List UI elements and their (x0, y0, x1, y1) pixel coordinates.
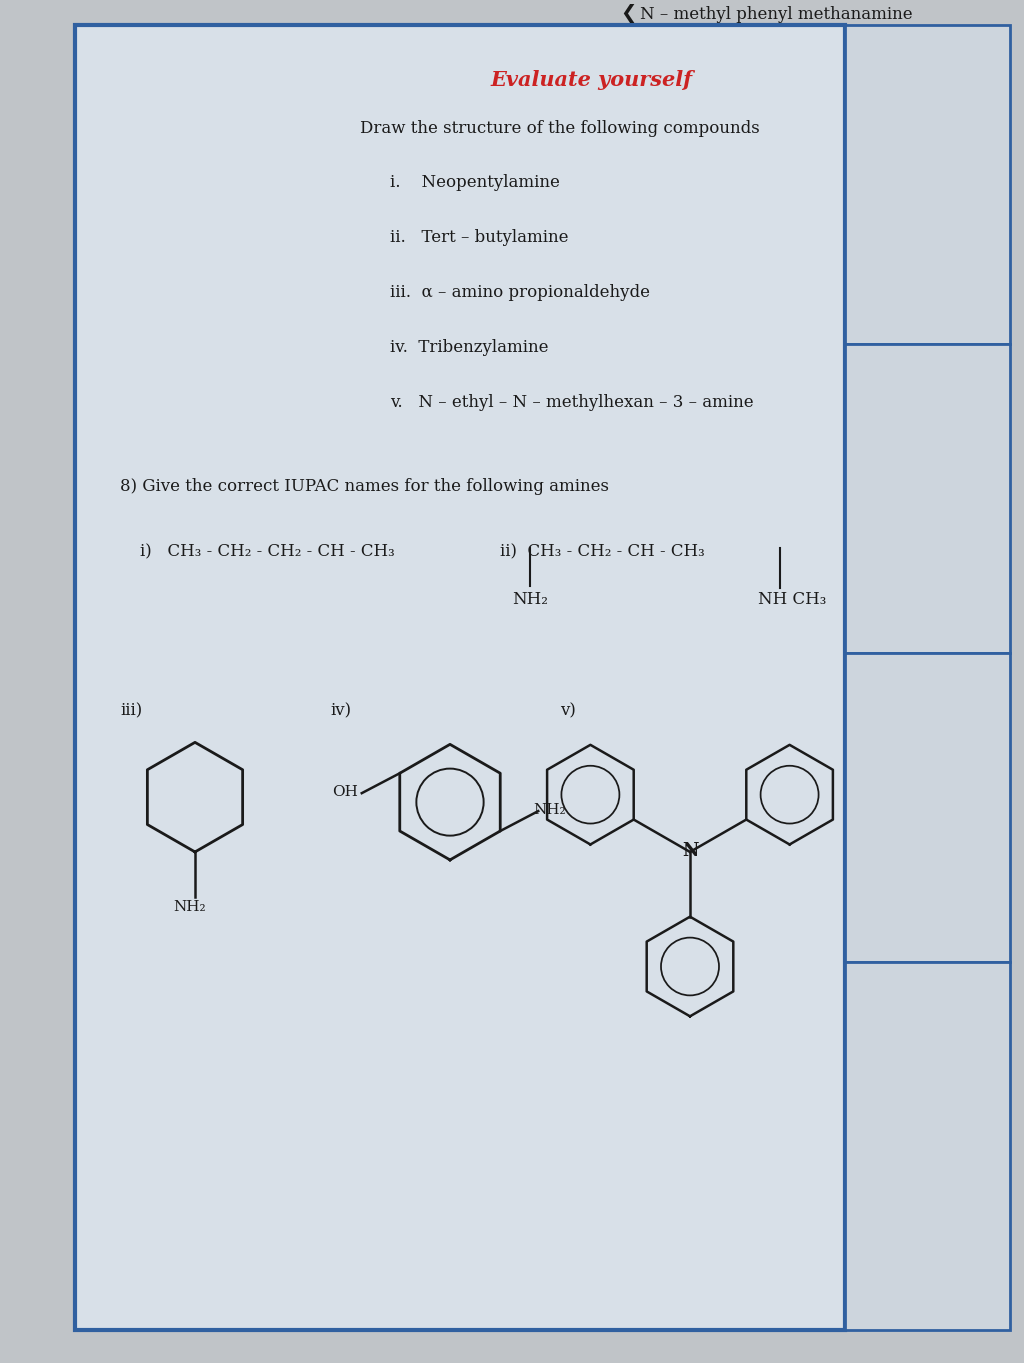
Text: NH₂: NH₂ (534, 803, 566, 818)
Text: Evaluate yourself: Evaluate yourself (490, 70, 692, 90)
Bar (845, 961, 1010, 1330)
Text: N – methyl phenyl methanamine: N – methyl phenyl methanamine (640, 5, 912, 23)
Text: N: N (682, 842, 698, 860)
Text: v): v) (560, 702, 575, 720)
Text: ii)  CH₃ - CH₂ - CH - CH₃: ii) CH₃ - CH₂ - CH - CH₃ (500, 542, 705, 560)
Bar (845, 653, 1010, 961)
Bar (845, 25, 1010, 343)
Text: i)   CH₃ - CH₂ - CH₂ - CH - CH₃: i) CH₃ - CH₂ - CH₂ - CH - CH₃ (140, 542, 394, 560)
Text: iii.  α – amino propionaldehyde: iii. α – amino propionaldehyde (390, 284, 650, 301)
Text: iii): iii) (120, 702, 142, 720)
Text: Draw the structure of the following compounds: Draw the structure of the following comp… (360, 120, 760, 136)
Text: ❮: ❮ (620, 4, 636, 23)
Bar (75, 25, 845, 1330)
Text: ii.   Tert – butylamine: ii. Tert – butylamine (390, 229, 568, 247)
Text: NH₂: NH₂ (512, 592, 548, 608)
Text: i.    Neopentylamine: i. Neopentylamine (390, 174, 560, 191)
Text: v.   N – ethyl – N – methylhexan – 3 – amine: v. N – ethyl – N – methylhexan – 3 – ami… (390, 394, 754, 410)
Text: OH: OH (332, 785, 357, 799)
Text: 8) Give the correct IUPAC names for the following amines: 8) Give the correct IUPAC names for the … (120, 478, 609, 495)
Bar (845, 343, 1010, 653)
Text: NH CH₃: NH CH₃ (758, 592, 826, 608)
Text: iv.  Tribenzylamine: iv. Tribenzylamine (390, 339, 549, 356)
Text: NH₂: NH₂ (173, 900, 206, 913)
Text: iv): iv) (330, 702, 351, 720)
